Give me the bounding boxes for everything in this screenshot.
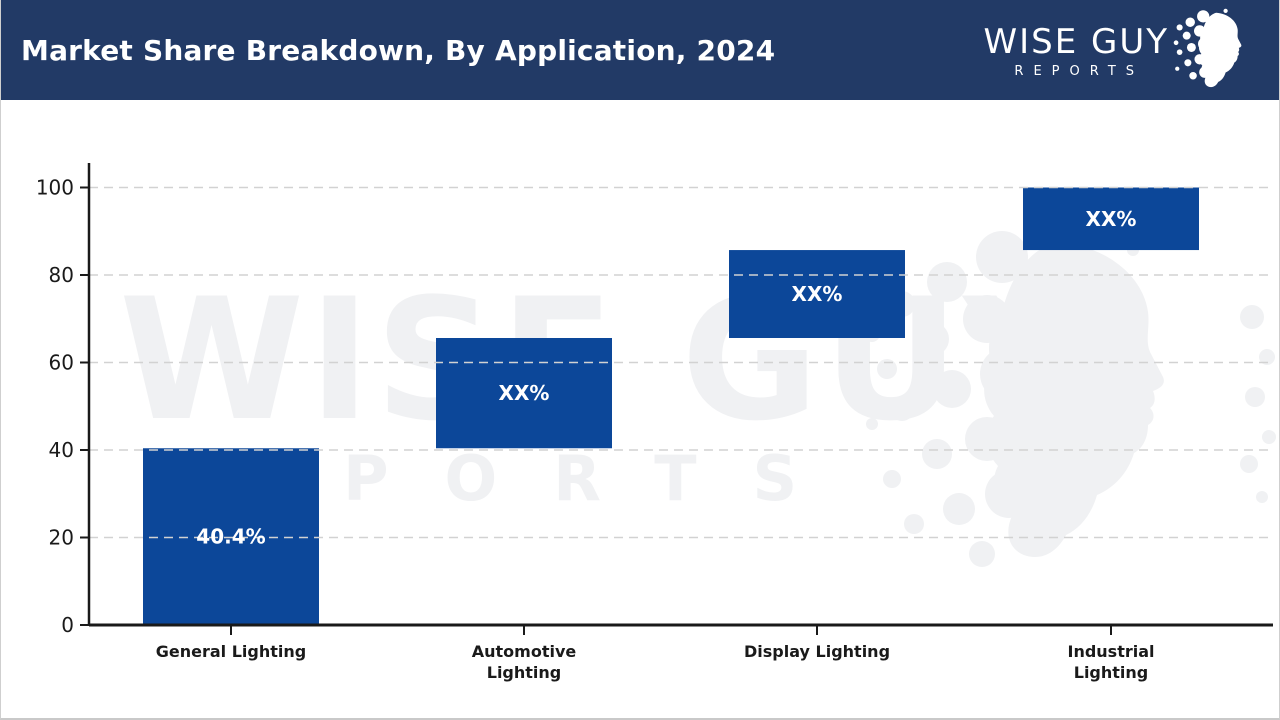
bar-value-label: XX% [792,282,843,306]
brand-head-icon [1173,8,1242,88]
x-tick-label: General Lighting [156,642,306,661]
x-tick-label: Industrial Lighting [1067,642,1154,682]
y-tick-label: 80 [49,263,74,287]
header-bar: Market Share Breakdown, By Application, … [1,0,1279,100]
x-tick-label: Automotive Lighting [472,642,577,682]
bar-value-label: XX% [1086,207,1137,231]
brand-subname: REPORTS [1014,63,1145,79]
bar-industrial-lighting [1023,187,1199,251]
y-tick-label: 0 [61,613,74,637]
bar-value-label: XX% [499,381,550,405]
brand-logo-text: WISE GUY REPORTS [983,23,1169,80]
brand-name: WISE GUY [983,21,1169,62]
page-title: Market Share Breakdown, By Application, … [21,33,776,67]
x-tick-label: Display Lighting [744,642,890,661]
bar-display-lighting [729,250,905,338]
bar-value-label: 40.4% [196,525,265,549]
bar-general-lighting [143,448,319,625]
bar-automotive-lighting [436,338,612,449]
y-tick-label: 40 [49,438,74,462]
y-tick-label: 60 [49,351,74,375]
y-tick-label: 100 [36,176,74,200]
brand-logo: WISE GUY REPORTS [983,8,1269,94]
y-tick-label: 20 [49,526,74,550]
